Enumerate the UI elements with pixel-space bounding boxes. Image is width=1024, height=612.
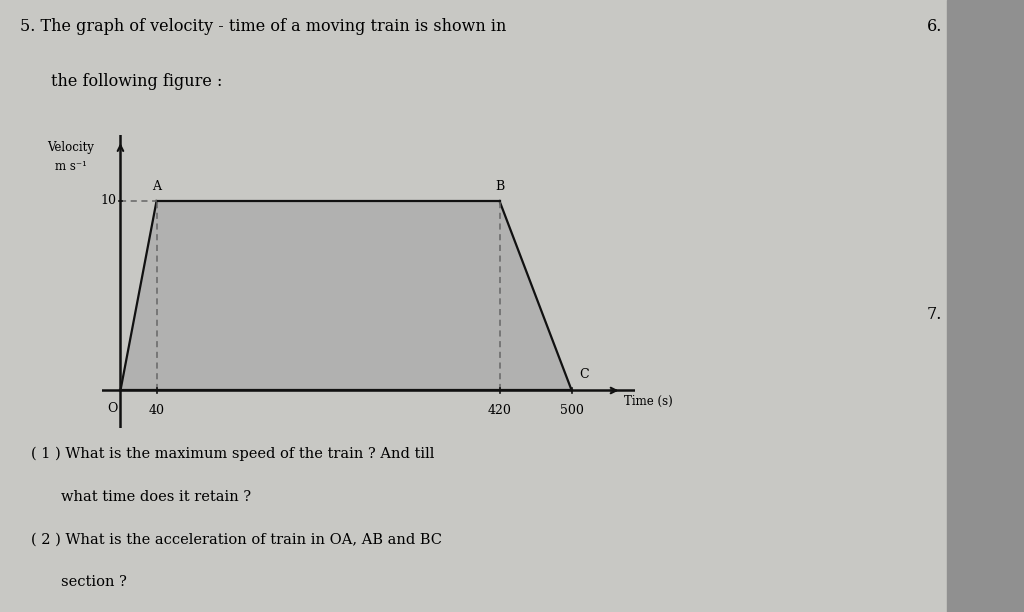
Text: Time (s): Time (s) bbox=[624, 395, 673, 408]
Text: 7.: 7. bbox=[927, 306, 942, 323]
Text: C: C bbox=[579, 368, 589, 381]
Text: 6.: 6. bbox=[927, 18, 942, 35]
Text: the following figure :: the following figure : bbox=[51, 73, 222, 91]
Text: 5. The graph of velocity - time of a moving train is shown in: 5. The graph of velocity - time of a mov… bbox=[20, 18, 507, 35]
Text: 10: 10 bbox=[100, 195, 116, 207]
Text: 420: 420 bbox=[487, 404, 511, 417]
Text: 40: 40 bbox=[148, 404, 165, 417]
Text: what time does it retain ?: what time does it retain ? bbox=[61, 490, 252, 504]
Text: ( 1 ) What is the maximum speed of the train ? And till: ( 1 ) What is the maximum speed of the t… bbox=[31, 447, 434, 461]
Text: section ?: section ? bbox=[61, 575, 127, 589]
Text: m s⁻¹: m s⁻¹ bbox=[55, 160, 87, 173]
Text: 500: 500 bbox=[560, 404, 584, 417]
Text: Velocity: Velocity bbox=[47, 141, 94, 154]
Text: A: A bbox=[152, 181, 161, 193]
Text: O: O bbox=[108, 402, 118, 415]
Text: B: B bbox=[495, 181, 504, 193]
Polygon shape bbox=[121, 201, 571, 390]
Text: ( 2 ) What is the acceleration of train in OA, AB and BC: ( 2 ) What is the acceleration of train … bbox=[31, 532, 441, 547]
